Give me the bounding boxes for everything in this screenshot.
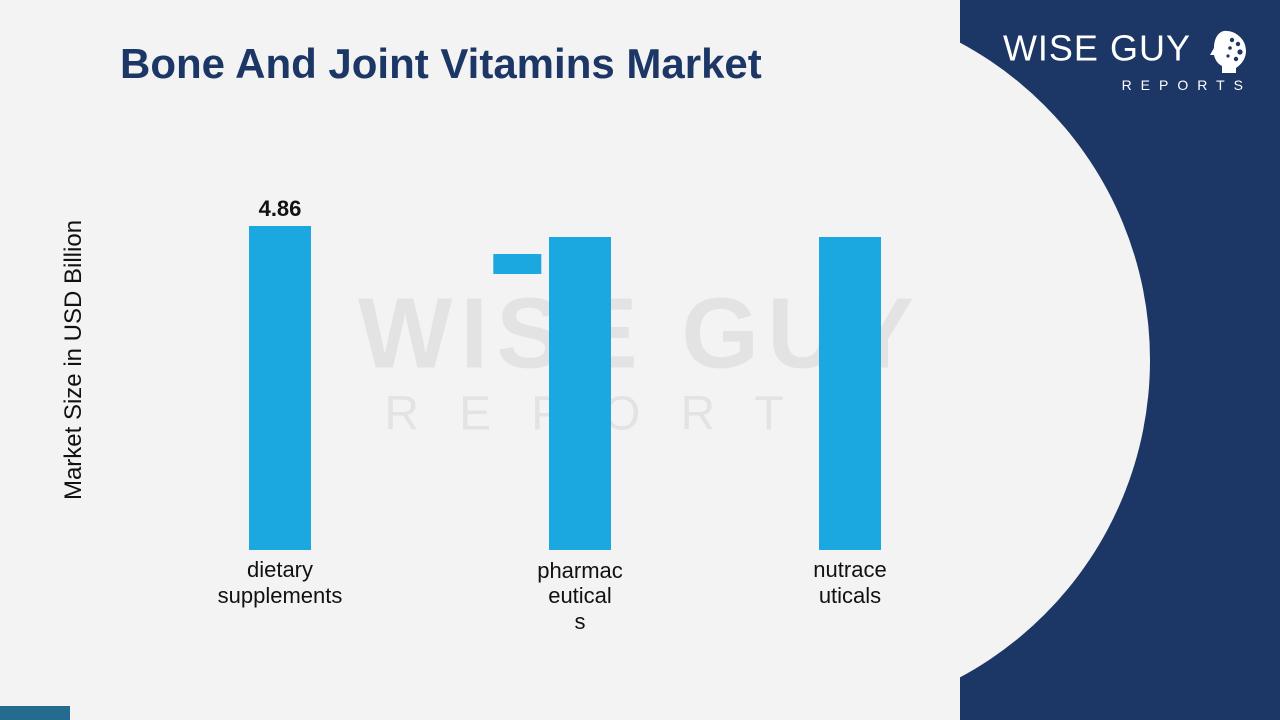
brand-head-icon bbox=[1206, 28, 1252, 74]
chart-title: Bone And Joint Vitamins Market bbox=[120, 40, 762, 88]
chart-canvas: WISE GUY REPORTS WISE GUY REPORTS Bone A… bbox=[0, 0, 1280, 720]
bar-value-label: 4.86 bbox=[259, 196, 302, 222]
brand-subtitle: REPORTS bbox=[1003, 78, 1252, 92]
brand-word-2: GUY bbox=[1110, 28, 1191, 69]
brand-logo: WISE GUY REPORTS bbox=[1003, 28, 1252, 92]
brand-word-1: WISE bbox=[1003, 28, 1099, 69]
y-axis-label: Market Size in USD Billion bbox=[60, 220, 88, 500]
bar: pharmaceuticals bbox=[549, 237, 611, 550]
bar: nutraceuticals bbox=[819, 237, 881, 550]
bar-category-label: dietarysupplements bbox=[190, 557, 370, 608]
plot-region: 4.86dietarysupplements pharmaceuticals nut… bbox=[180, 150, 940, 550]
bar-category-label: nutraceuticals bbox=[790, 557, 910, 608]
chart-area: 2024 4.86dietarysupplementspharmaceutica… bbox=[140, 150, 960, 620]
bar-category-label: pharmaceuticals bbox=[520, 558, 640, 634]
bottom-accent-bar bbox=[0, 706, 70, 720]
bar: 4.86dietarysupplements bbox=[249, 226, 311, 550]
